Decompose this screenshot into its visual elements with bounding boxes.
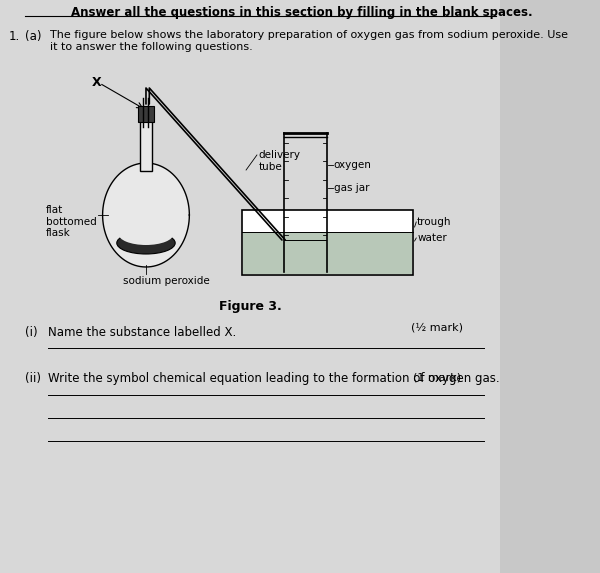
Text: Answer all the questions in this section by filling in the blank spaces.: Answer all the questions in this section… (71, 6, 533, 19)
Text: (ii): (ii) (25, 372, 41, 385)
Ellipse shape (118, 223, 173, 245)
Text: (½ mark): (½ mark) (411, 322, 463, 332)
Text: X: X (92, 77, 101, 89)
Text: Write the symbol chemical equation leading to the formation of oxygen gas.: Write the symbol chemical equation leadi… (49, 372, 500, 385)
Text: 1.: 1. (8, 30, 20, 43)
Text: flat
bottomed
flask: flat bottomed flask (46, 205, 97, 238)
Text: delivery
tube: delivery tube (259, 150, 301, 171)
Bar (137, 106, 154, 122)
Text: sodium peroxide: sodium peroxide (124, 276, 210, 286)
Bar (242, 210, 413, 275)
Polygon shape (103, 163, 190, 267)
Text: The figure below shows the laboratory preparation of oxygen gas from sodium pero: The figure below shows the laboratory pr… (50, 30, 568, 52)
Text: (i): (i) (25, 326, 38, 339)
Text: oxygen: oxygen (334, 160, 371, 170)
Bar (140, 110, 152, 171)
Text: (a): (a) (25, 30, 41, 43)
Text: Name the substance labelled X.: Name the substance labelled X. (49, 326, 236, 339)
Text: Figure 3.: Figure 3. (219, 300, 281, 313)
Ellipse shape (117, 232, 175, 254)
Bar (243, 232, 412, 274)
Text: gas jar: gas jar (334, 183, 369, 193)
Text: trough: trough (417, 217, 452, 227)
Text: (1 mark): (1 mark) (413, 372, 461, 382)
Text: water: water (417, 233, 447, 243)
Bar (284, 240, 326, 272)
